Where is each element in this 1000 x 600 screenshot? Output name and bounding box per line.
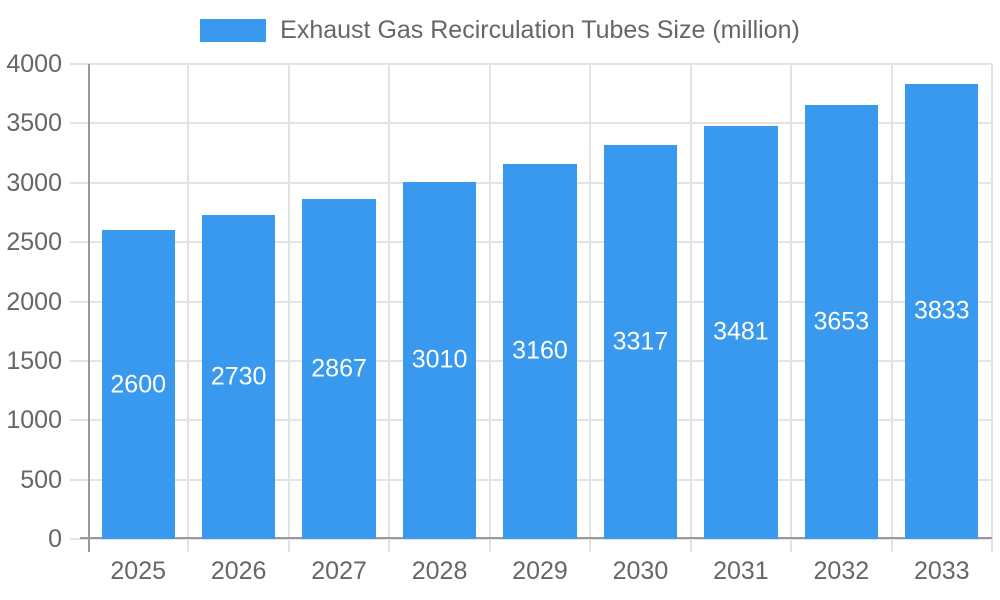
x-tick-label: 2032: [813, 557, 870, 585]
plot-area: 2600 2730 2867 3010 3160 3317 3481 3653 3833: [70, 63, 993, 552]
bar-value-label: 3481: [713, 317, 769, 346]
v-gridline: [488, 64, 491, 552]
bar[interactable]: 3833: [905, 83, 979, 539]
h-gridline: [70, 538, 992, 540]
v-gridline: [589, 64, 592, 552]
bar-value-label: 3833: [913, 296, 970, 325]
h-gridline: [70, 63, 992, 65]
bar[interactable]: 2867: [302, 198, 376, 539]
v-gridline: [388, 64, 391, 552]
x-tick-label: 2033: [913, 557, 970, 585]
y-tick-label: 3500: [6, 109, 62, 138]
legend-label: Exhaust Gas Recirculation Tubes Size (mi…: [280, 16, 800, 44]
bar[interactable]: 3481: [704, 125, 778, 539]
bar-value-label: 2730: [210, 362, 267, 391]
y-tick-label: 1500: [6, 346, 62, 375]
bar[interactable]: 3317: [603, 145, 678, 539]
bar-value-label: 2600: [110, 370, 167, 399]
x-tick-label: 2025: [110, 557, 167, 585]
legend-swatch: [200, 19, 267, 42]
v-gridline: [287, 64, 290, 552]
x-tick-label: 2027: [311, 557, 367, 585]
h-gridline: [70, 122, 992, 125]
y-tick-label: 2000: [6, 287, 62, 316]
legend-item[interactable]: Exhaust Gas Recirculation Tubes Size (mi…: [200, 16, 800, 45]
bar[interactable]: 2600: [101, 230, 175, 539]
x-tick-label: 2031: [713, 557, 769, 585]
x-tick-label: 2026: [210, 557, 267, 585]
x-tick-label: 2028: [411, 557, 468, 585]
y-axis-line: [88, 64, 90, 552]
y-tick-label: 1000: [6, 406, 62, 435]
bar-value-label: 3160: [512, 336, 568, 365]
bar-value-label: 2867: [311, 354, 367, 383]
bar[interactable]: 2730: [202, 214, 276, 539]
v-gridline: [991, 64, 993, 552]
v-gridline: [890, 64, 893, 552]
bar-value-label: 3653: [813, 307, 870, 336]
y-tick-label: 2500: [6, 228, 62, 257]
v-gridline: [790, 64, 793, 552]
bar-value-label: 3317: [612, 327, 669, 356]
x-tick-label: 2029: [512, 557, 568, 585]
v-gridline: [187, 64, 190, 552]
bar-value-label: 3010: [411, 345, 468, 374]
x-tick-label: 2030: [612, 557, 669, 585]
v-gridline: [689, 64, 692, 552]
y-tick-label: 500: [20, 465, 62, 494]
legend: Exhaust Gas Recirculation Tubes Size (mi…: [0, 16, 1000, 45]
y-tick-label: 3000: [6, 168, 62, 197]
y-tick-label: 0: [48, 525, 62, 553]
bar[interactable]: 3010: [402, 181, 477, 539]
y-tick-label: 4000: [6, 50, 62, 78]
bar[interactable]: 3653: [804, 105, 878, 539]
bar[interactable]: 3160: [503, 163, 577, 539]
